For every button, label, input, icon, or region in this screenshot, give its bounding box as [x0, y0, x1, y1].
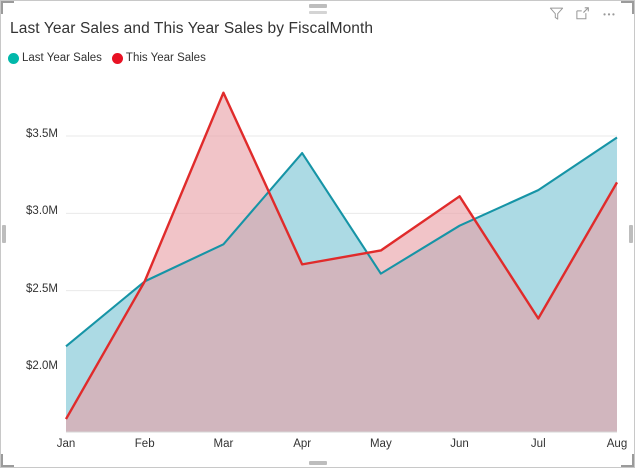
line-series-0[interactable]: [65, 136, 618, 348]
x-axis-tick-label: Feb: [134, 438, 155, 450]
resize-handle-bottom-left[interactable]: [1, 454, 14, 467]
y-axis-tick-label: $2.0M: [26, 360, 58, 372]
resize-handle-top-left[interactable]: [1, 1, 14, 14]
x-axis-tick-label: Apr: [293, 438, 312, 450]
visual-header-actions: [548, 4, 617, 22]
chart-plot-area: $2.0M $2.5M $3.0M $3.5M Jan Feb Mar Apr May Jun J…: [0, 76, 635, 468]
drag-handle-bottom[interactable]: [308, 461, 327, 465]
legend-label-last-year-sales: Last Year Sales: [22, 52, 102, 64]
more-options-icon[interactable]: [600, 5, 617, 22]
drag-handle-right[interactable]: [629, 225, 633, 243]
x-axis-tick-label: May: [369, 438, 392, 450]
legend-swatch-last-year-sales: [8, 52, 19, 64]
legend-swatch-this-year-sales: [111, 52, 123, 64]
legend-item-last-year-sales[interactable]: Last Year Sales: [8, 52, 102, 64]
x-axis-tick-label: Jul: [530, 438, 546, 450]
drag-handle-left[interactable]: [2, 225, 6, 243]
chart-series-areas: [66, 92, 617, 432]
frame-top-edge: [0, 0, 635, 1]
focus-mode-icon[interactable]: [574, 5, 591, 22]
y-axis-tick-label: $2.5M: [26, 282, 58, 295]
x-axis-tick-label: Jun: [450, 438, 469, 450]
page-title: Last Year Sales and This Year Sales by F…: [10, 20, 374, 37]
chart-series-lines: [64, 91, 619, 420]
drag-handle-top[interactable]: [308, 4, 327, 8]
y-axis-tick-label: $3.0M: [26, 205, 58, 218]
resize-handle-bottom-right[interactable]: [621, 454, 634, 467]
filter-icon[interactable]: [548, 5, 565, 22]
frame-left-edge: [0, 0, 1, 468]
drag-handle-top-secondary[interactable]: [308, 11, 327, 14]
chart-legend: Last Year Sales This Year Sales: [8, 52, 206, 64]
x-axis-tick-label: Jan: [56, 438, 76, 450]
legend-label-this-year-sales: This Year Sales: [125, 52, 206, 64]
chart-svg[interactable]: [0, 76, 635, 468]
legend-item-this-year-sales[interactable]: This Year Sales: [111, 52, 206, 64]
area-series-1[interactable]: [66, 92, 617, 432]
x-axis-tick-label: Aug: [606, 438, 628, 450]
y-axis-tick-label: $3.5M: [26, 128, 58, 140]
line-series-1[interactable]: [64, 91, 619, 420]
resize-handle-top-right[interactable]: [621, 1, 634, 14]
x-axis-tick-label: Mar: [213, 438, 234, 450]
